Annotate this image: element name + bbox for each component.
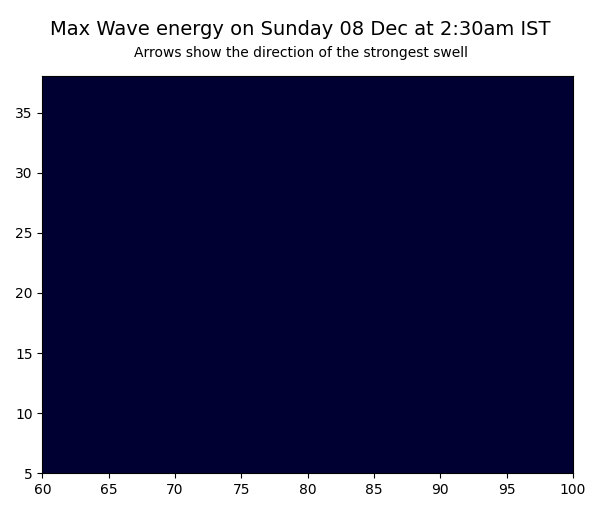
- Text: Arrows show the direction of the strongest swell: Arrows show the direction of the stronge…: [133, 46, 468, 60]
- Text: Max Wave energy on Sunday 08 Dec at 2:30am IST: Max Wave energy on Sunday 08 Dec at 2:30…: [50, 20, 551, 39]
